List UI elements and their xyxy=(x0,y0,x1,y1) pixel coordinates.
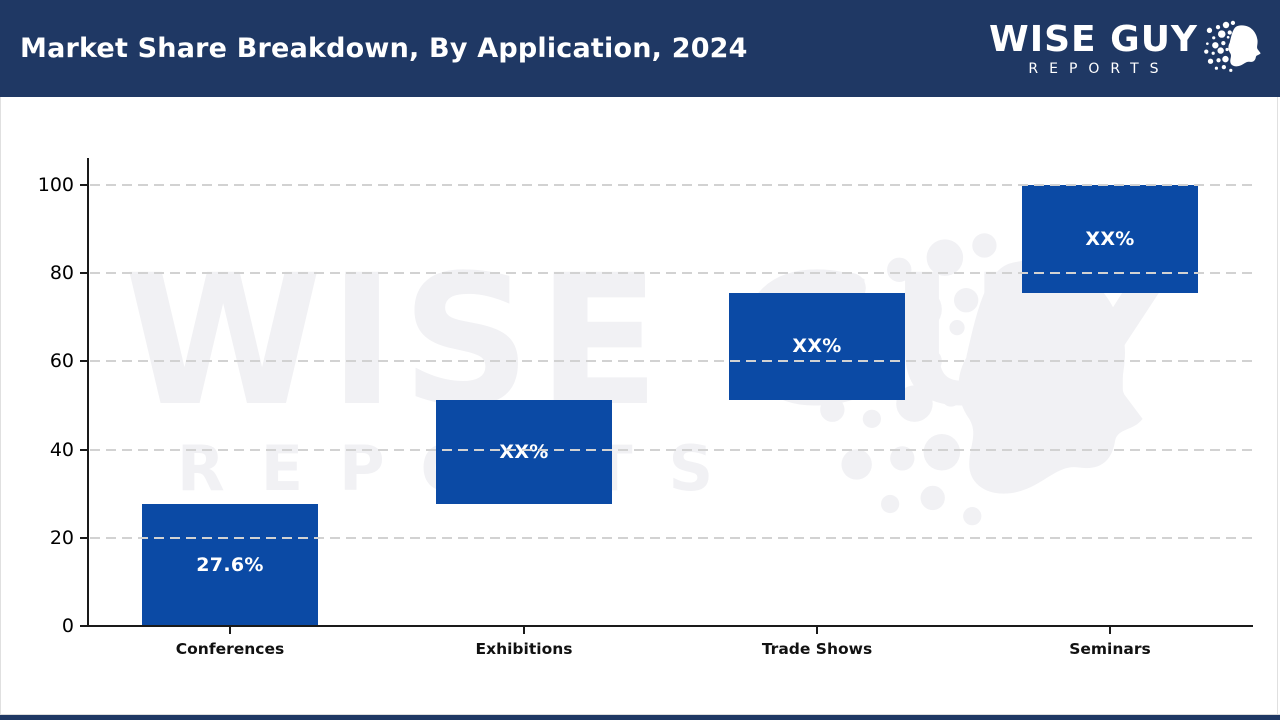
grid-line-100 xyxy=(90,184,1253,186)
bar-value-label: XX% xyxy=(499,441,549,464)
y-tick-mark-40 xyxy=(80,448,87,451)
x-category-label: Exhibitions xyxy=(475,640,573,658)
dotted-head-icon xyxy=(1202,10,1266,88)
bar-seminars: XX% xyxy=(1022,185,1198,293)
y-tick-label-100: 100 xyxy=(37,174,74,196)
header-band: Market Share Breakdown, By Application, … xyxy=(0,0,1280,97)
y-tick-label-0: 0 xyxy=(61,615,74,637)
x-category-label: Conferences xyxy=(175,640,285,658)
bar-value-label: 27.6% xyxy=(196,554,264,577)
footer-band xyxy=(0,715,1280,720)
bar-value-label: XX% xyxy=(792,335,842,358)
y-tick-label-20: 20 xyxy=(49,526,74,549)
logo-subtitle: REPORTS xyxy=(1028,60,1170,77)
grid-line-40 xyxy=(90,448,1253,451)
wise-guy-reports-logo: WISE GUY REPORTS xyxy=(989,10,1280,88)
y-tick-mark-20 xyxy=(80,536,87,539)
y-tick-mark-60 xyxy=(80,360,87,363)
y-tick-mark-100 xyxy=(80,184,87,186)
logo-wordmark: WISE GUY xyxy=(988,18,1198,60)
y-tick-mark-0 xyxy=(80,625,87,627)
footer-divider xyxy=(0,714,1280,715)
x-category-label: Trade Shows xyxy=(761,640,873,658)
bar-value-label: XX% xyxy=(1085,227,1135,250)
y-tick-label-60: 60 xyxy=(49,350,74,373)
x-category-label: Seminars xyxy=(1069,640,1151,658)
y-tick-label-40: 40 xyxy=(49,438,74,461)
y-axis-spine xyxy=(87,158,89,627)
x-tick-mark-3 xyxy=(1109,627,1111,634)
bar-exhibitions: XX% xyxy=(436,399,612,505)
x-axis-spine xyxy=(86,625,1253,627)
left-border xyxy=(0,97,1,715)
x-tick-mark-1 xyxy=(523,627,525,634)
y-tick-label-80: 80 xyxy=(49,262,74,285)
logo-text: WISE GUY REPORTS xyxy=(988,18,1198,77)
page-title: Market Share Breakdown, By Application, … xyxy=(20,33,748,64)
bar-trade-shows: XX% xyxy=(729,292,905,400)
x-tick-mark-0 xyxy=(229,627,231,634)
x-tick-mark-2 xyxy=(816,627,818,634)
right-border xyxy=(1277,97,1278,715)
grid-line-20 xyxy=(90,536,1253,539)
grid-line-80 xyxy=(90,272,1253,275)
y-tick-mark-80 xyxy=(80,272,87,275)
grid-line-60 xyxy=(90,360,1253,363)
bar-conferences: 27.6% xyxy=(142,504,318,626)
